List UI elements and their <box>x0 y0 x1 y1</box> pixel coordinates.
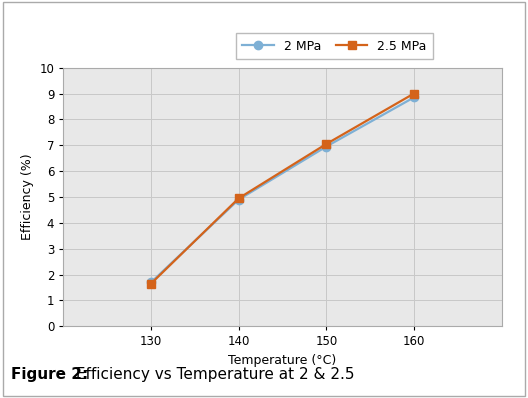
2.5 MPa <box>235 196 242 201</box>
2 MPa <box>148 280 154 285</box>
2.5 MPa <box>148 281 154 286</box>
Text: Figure 2:: Figure 2: <box>11 367 88 382</box>
Line: 2 MPa: 2 MPa <box>147 93 418 287</box>
2.5 MPa <box>323 142 329 146</box>
Legend: 2 MPa, 2.5 MPa: 2 MPa, 2.5 MPa <box>236 33 433 59</box>
2 MPa <box>411 95 417 100</box>
2 MPa <box>323 144 329 149</box>
Y-axis label: Efficiency (%): Efficiency (%) <box>21 154 34 240</box>
2 MPa <box>235 197 242 202</box>
X-axis label: Temperature (°C): Temperature (°C) <box>228 354 337 367</box>
Line: 2.5 MPa: 2.5 MPa <box>147 90 418 288</box>
Text: Efficiency vs Temperature at 2 & 2.5: Efficiency vs Temperature at 2 & 2.5 <box>71 367 355 382</box>
2.5 MPa <box>411 91 417 96</box>
